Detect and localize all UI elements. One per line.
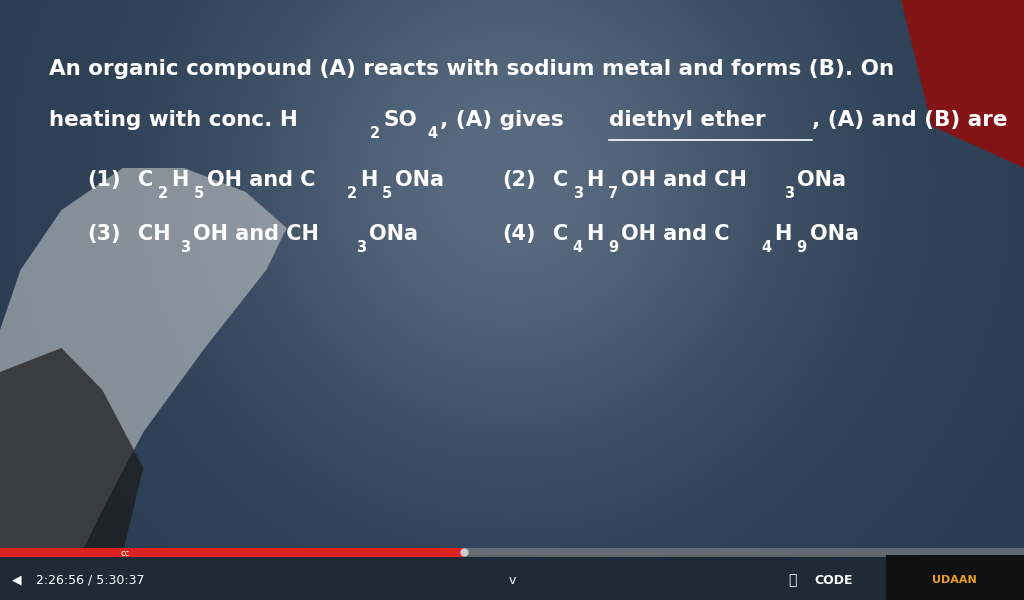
Text: 🏆: 🏆: [788, 573, 797, 587]
Text: OH and C: OH and C: [207, 170, 315, 190]
Text: 5: 5: [382, 186, 392, 200]
Text: SO: SO: [383, 110, 417, 130]
Text: ONa: ONa: [395, 170, 444, 190]
Text: ONa: ONa: [810, 224, 859, 244]
Text: 2: 2: [347, 186, 356, 200]
Text: v: v: [508, 574, 516, 587]
Text: 3: 3: [783, 186, 794, 200]
Text: OH and CH: OH and CH: [622, 170, 748, 190]
Text: 7: 7: [608, 186, 618, 200]
Text: 3: 3: [180, 240, 190, 254]
Text: OH and CH: OH and CH: [194, 224, 319, 244]
Text: ◀: ◀: [12, 574, 22, 587]
Text: An organic compound (A) reacts with sodium metal and forms (B). On: An organic compound (A) reacts with sodi…: [49, 59, 894, 79]
Text: OH and C: OH and C: [622, 224, 730, 244]
Bar: [0, 555, 1024, 600]
Text: ONa: ONa: [369, 224, 418, 244]
Text: CODE: CODE: [814, 574, 853, 587]
Text: , (A) gives: , (A) gives: [440, 110, 571, 130]
Text: diethyl ether: diethyl ether: [609, 110, 766, 130]
Text: 2:26:56 / 5:30:37: 2:26:56 / 5:30:37: [36, 574, 144, 587]
Bar: [886, 555, 1024, 600]
Bar: [0, 548, 464, 557]
Text: H: H: [586, 170, 603, 190]
Text: H: H: [359, 170, 377, 190]
Text: 4: 4: [572, 240, 583, 254]
Text: C: C: [553, 224, 568, 244]
Polygon shape: [0, 348, 143, 552]
Bar: [0, 548, 1024, 557]
Text: 3: 3: [355, 240, 366, 254]
Text: (4): (4): [502, 224, 536, 244]
Text: 9: 9: [797, 240, 807, 254]
Text: C: C: [553, 170, 568, 190]
Text: 3: 3: [572, 186, 583, 200]
Text: C: C: [138, 170, 154, 190]
Text: heating with conc. H: heating with conc. H: [49, 110, 298, 130]
Text: 9: 9: [608, 240, 618, 254]
Text: , (A) and (B) are: , (A) and (B) are: [812, 110, 1007, 130]
Text: UDAAN: UDAAN: [932, 575, 977, 585]
Text: cc: cc: [121, 548, 130, 558]
Polygon shape: [0, 168, 287, 552]
Text: 2: 2: [371, 125, 380, 140]
Text: 4: 4: [427, 125, 437, 140]
Polygon shape: [901, 0, 1024, 168]
Text: CH: CH: [138, 224, 171, 244]
Text: H: H: [586, 224, 603, 244]
Text: H: H: [171, 170, 188, 190]
Text: 2: 2: [158, 186, 168, 200]
Text: 4: 4: [761, 240, 771, 254]
Text: H: H: [774, 224, 792, 244]
Text: (3): (3): [87, 224, 121, 244]
Text: (1): (1): [87, 170, 121, 190]
Text: (2): (2): [502, 170, 536, 190]
Text: ONa: ONa: [797, 170, 846, 190]
Text: 5: 5: [194, 186, 204, 200]
